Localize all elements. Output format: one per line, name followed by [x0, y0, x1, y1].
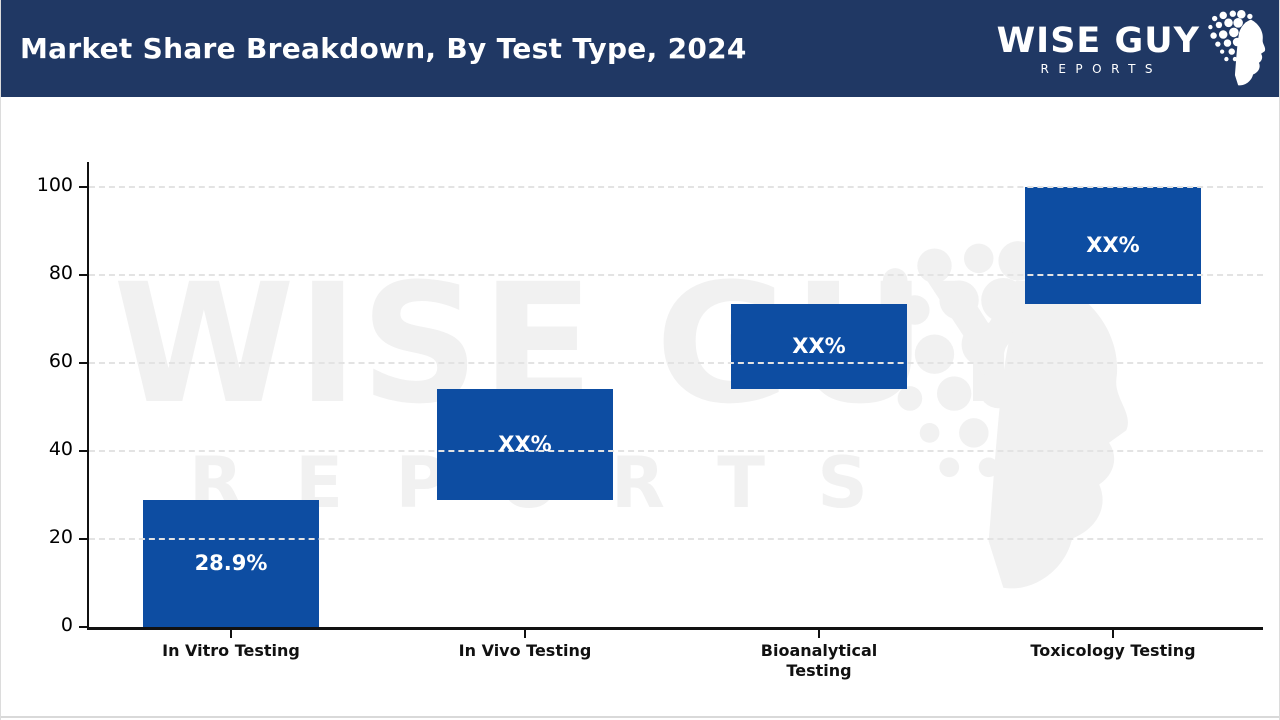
bar-value-label-in-vivo-testing: XX% — [498, 431, 552, 456]
bar-bioanalytical-testing — [731, 303, 907, 389]
x-axis-tick-mark-in-vitro-testing — [230, 630, 232, 638]
y-axis-tick-label-80: 80 — [48, 262, 73, 284]
x-category-label-in-vitro-testing: In Vitro Testing — [162, 641, 300, 660]
x-axis-tick-mark-bioanalytical-testing — [818, 630, 820, 638]
logo-reports-label: REPORTS — [1040, 62, 1163, 76]
y-axis-tick-mark-40 — [79, 450, 87, 452]
x-category-label-in-vivo-testing: In Vivo Testing — [458, 641, 592, 660]
x-category-label-bioanalytical-testing: Bioanalytical Testing — [760, 641, 878, 680]
bar-in-vitro-testing — [143, 499, 319, 627]
header-bar: Market Share Breakdown, By Test Type, 20… — [1, 0, 1279, 97]
bar-value-label-in-vitro-testing: 28.9% — [194, 550, 268, 575]
y-axis-tick-mark-100 — [79, 186, 87, 188]
y-axis-line — [87, 162, 89, 630]
gridline-100 — [89, 186, 1263, 188]
gridline-60 — [89, 362, 1263, 364]
wiseguy-logo: WISE GUY REPORTS — [997, 10, 1268, 90]
x-category-label-toxicology-testing: Toxicology Testing — [1030, 641, 1196, 660]
bar-in-vivo-testing — [437, 388, 613, 500]
y-axis-tick-label-0: 0 — [60, 614, 73, 636]
y-axis-tick-label-20: 20 — [48, 526, 73, 548]
bar-toxicology-testing — [1025, 187, 1201, 304]
y-axis-tick-mark-80 — [79, 274, 87, 276]
gridline-80 — [89, 274, 1263, 276]
y-axis-tick-label-100: 100 — [36, 174, 73, 196]
y-axis-tick-mark-60 — [79, 362, 87, 364]
bar-value-label-toxicology-testing: XX% — [1086, 233, 1140, 257]
bar-value-label-bioanalytical-testing: XX% — [792, 333, 846, 358]
x-axis-tick-mark-in-vivo-testing — [524, 630, 526, 638]
gridline-40 — [89, 450, 1263, 452]
y-axis-tick-label-60: 60 — [48, 350, 73, 372]
gridline-20 — [89, 538, 1263, 540]
y-axis-tick-mark-0 — [79, 626, 87, 628]
wiseguy-logo-text: WISE GUY REPORTS — [996, 21, 1200, 77]
y-axis-tick-mark-20 — [79, 538, 87, 540]
x-axis-tick-mark-toxicology-testing — [1112, 630, 1114, 638]
logo-wiseguy-label: WISE GUY — [996, 21, 1200, 61]
y-axis-tick-label-40: 40 — [48, 438, 73, 460]
wiseguy-face-icon — [1204, 10, 1268, 90]
x-axis-line — [87, 627, 1263, 630]
chart-title: Market Share Breakdown, By Test Type, 20… — [20, 32, 747, 65]
bottom-border-line — [1, 716, 1279, 718]
